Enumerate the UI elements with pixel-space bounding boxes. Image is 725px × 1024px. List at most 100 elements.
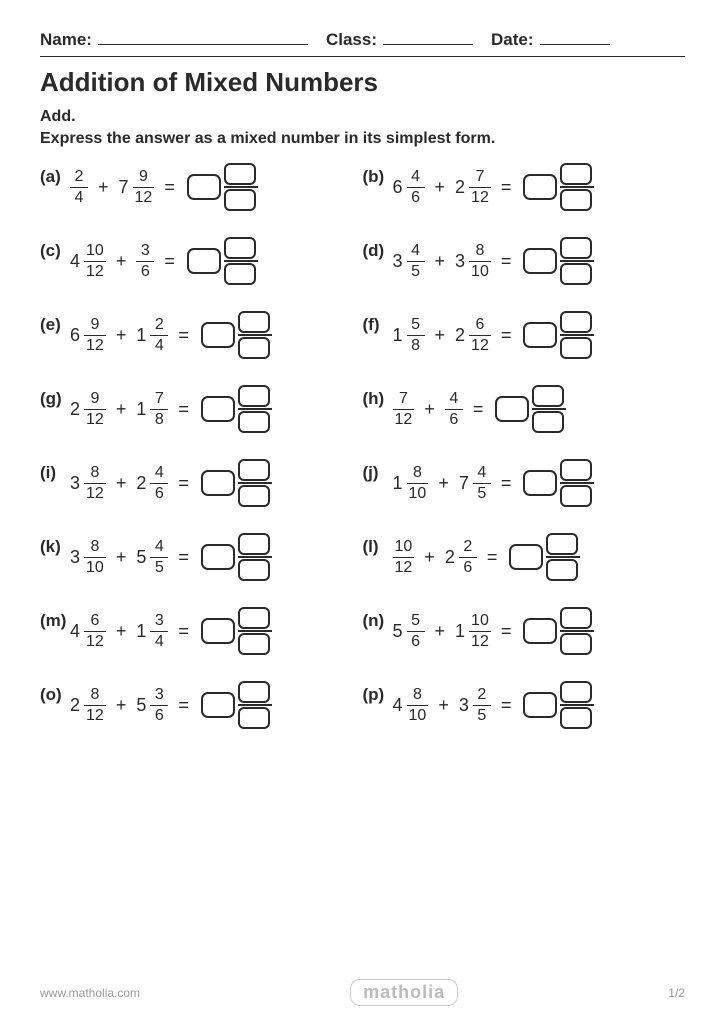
name-input-line[interactable] <box>98 28 308 45</box>
answer-numerator-box[interactable] <box>224 237 256 259</box>
fraction-part: 912 <box>84 317 106 354</box>
answer-whole-box[interactable] <box>523 322 557 348</box>
denominator: 12 <box>469 634 491 650</box>
problem-label: (f) <box>363 311 393 335</box>
answer-numerator-box[interactable] <box>560 459 592 481</box>
answer-whole-box[interactable] <box>187 248 221 274</box>
answer-whole-box[interactable] <box>201 692 235 718</box>
answer-numerator-box[interactable] <box>560 607 592 629</box>
answer-boxes <box>201 311 272 359</box>
answer-numerator-box[interactable] <box>238 311 270 333</box>
answer-denominator-box[interactable] <box>238 337 270 359</box>
date-input-line[interactable] <box>540 28 610 45</box>
answer-denominator-box[interactable] <box>560 707 592 729</box>
fraction-bar <box>70 187 88 188</box>
answer-whole-box[interactable] <box>523 470 557 496</box>
answer-denominator-box[interactable] <box>560 263 592 285</box>
denominator: 12 <box>84 634 106 650</box>
fraction-part: 36 <box>150 687 168 724</box>
whole-part: 5 <box>393 621 403 642</box>
whole-part: 2 <box>136 473 146 494</box>
answer-numerator-box[interactable] <box>560 311 592 333</box>
fraction-bar <box>136 261 154 262</box>
answer-denominator-box[interactable] <box>238 485 270 507</box>
problem-expression: 3812+246= <box>70 459 272 507</box>
answer-numerator-box[interactable] <box>546 533 578 555</box>
answer-denominator-box[interactable] <box>238 411 270 433</box>
numerator: 8 <box>411 687 424 703</box>
denominator: 6 <box>139 264 152 280</box>
answer-numerator-box[interactable] <box>560 163 592 185</box>
answer-whole-box[interactable] <box>495 396 529 422</box>
fraction-bar <box>84 631 106 632</box>
plus-operator: + <box>431 325 450 346</box>
answer-numerator-box[interactable] <box>238 385 270 407</box>
numerator: 2 <box>153 317 166 333</box>
answer-numerator-box[interactable] <box>238 533 270 555</box>
problem-expression: 41012+36= <box>70 237 258 285</box>
fraction-part: 56 <box>407 613 425 650</box>
answer-denominator-box[interactable] <box>560 189 592 211</box>
answer-numerator-box[interactable] <box>238 607 270 629</box>
answer-denominator-box[interactable] <box>532 411 564 433</box>
answer-fraction-boxes <box>560 163 594 211</box>
answer-denominator-box[interactable] <box>560 337 592 359</box>
fraction-bar <box>407 705 429 706</box>
answer-whole-box[interactable] <box>523 248 557 274</box>
answer-whole-box[interactable] <box>201 396 235 422</box>
answer-whole-box[interactable] <box>187 174 221 200</box>
fraction-bar <box>407 187 425 188</box>
answer-whole-box[interactable] <box>201 618 235 644</box>
answer-numerator-box[interactable] <box>224 163 256 185</box>
denominator: 12 <box>393 412 415 428</box>
numerator: 7 <box>153 391 166 407</box>
whole-part: 3 <box>70 473 80 494</box>
class-input-line[interactable] <box>383 28 473 45</box>
answer-denominator-box[interactable] <box>238 707 270 729</box>
problem-e: (e)6912+124= <box>40 311 363 359</box>
term-2: 325 <box>459 687 491 724</box>
answer-denominator-box[interactable] <box>238 559 270 581</box>
answer-numerator-box[interactable] <box>238 459 270 481</box>
answer-denominator-box[interactable] <box>224 189 256 211</box>
answer-whole-box[interactable] <box>201 322 235 348</box>
answer-fraction-boxes <box>238 681 272 729</box>
denominator: 12 <box>469 338 491 354</box>
answer-denominator-box[interactable] <box>546 559 578 581</box>
fraction-part: 810 <box>407 465 429 502</box>
problem-label: (l) <box>363 533 393 557</box>
answer-numerator-box[interactable] <box>532 385 564 407</box>
equals-operator: = <box>174 547 193 568</box>
answer-whole-box[interactable] <box>509 544 543 570</box>
whole-part: 6 <box>70 325 80 346</box>
fraction-bar <box>407 631 425 632</box>
plus-operator: + <box>112 399 131 420</box>
equals-operator: = <box>497 621 516 642</box>
answer-numerator-box[interactable] <box>238 681 270 703</box>
problem-label: (c) <box>40 237 70 261</box>
answer-whole-box[interactable] <box>523 174 557 200</box>
answer-numerator-box[interactable] <box>560 237 592 259</box>
problem-label: (a) <box>40 163 70 187</box>
header-divider <box>40 56 685 57</box>
fraction-part: 34 <box>150 613 168 650</box>
answer-whole-box[interactable] <box>523 692 557 718</box>
answer-whole-box[interactable] <box>201 470 235 496</box>
numerator: 4 <box>447 391 460 407</box>
fraction-part: 46 <box>445 391 463 428</box>
answer-denominator-box[interactable] <box>560 633 592 655</box>
answer-numerator-box[interactable] <box>560 681 592 703</box>
fraction-bar <box>84 261 106 262</box>
numerator: 8 <box>88 465 101 481</box>
fraction-bar <box>407 483 429 484</box>
numerator: 8 <box>88 539 101 555</box>
problem-label: (k) <box>40 533 70 557</box>
whole-part: 3 <box>70 547 80 568</box>
answer-denominator-box[interactable] <box>224 263 256 285</box>
footer-logo: matholia <box>350 979 458 1006</box>
answer-denominator-box[interactable] <box>238 633 270 655</box>
answer-whole-box[interactable] <box>523 618 557 644</box>
answer-denominator-box[interactable] <box>560 485 592 507</box>
answer-whole-box[interactable] <box>201 544 235 570</box>
fraction-part: 1012 <box>469 613 491 650</box>
